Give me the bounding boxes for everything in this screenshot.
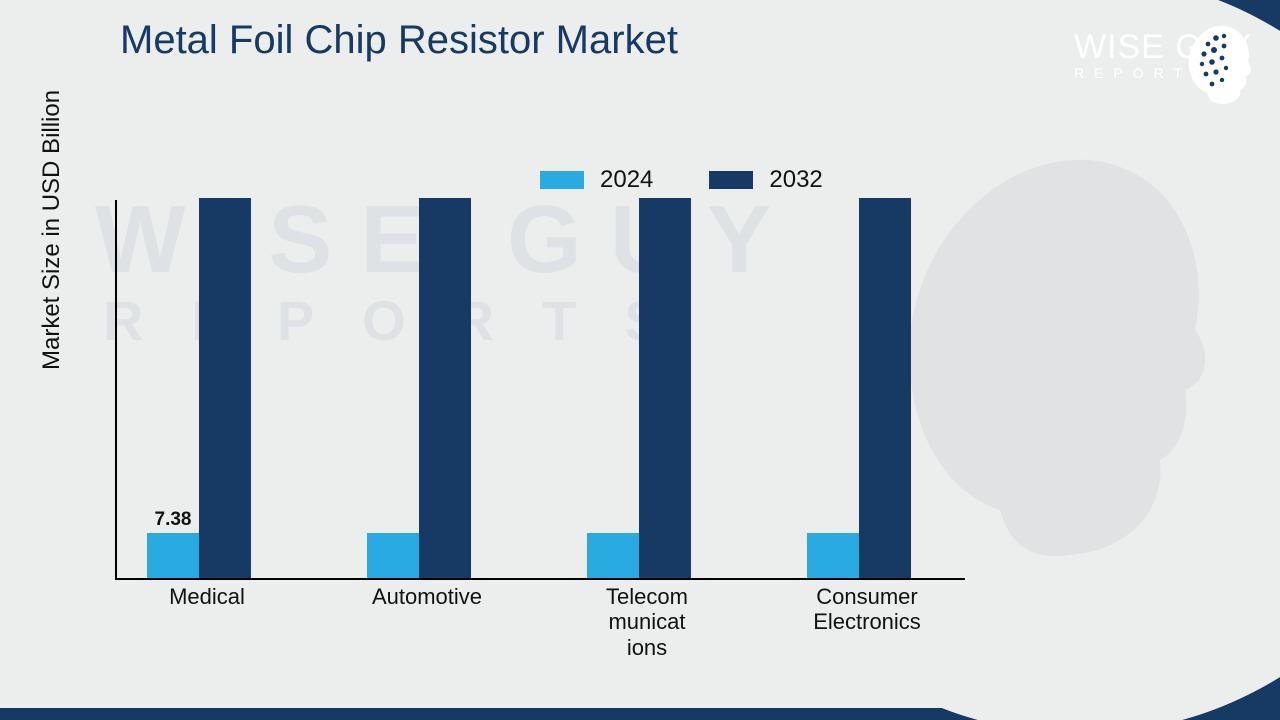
plot-area: 7.38MedicalAutomotiveTelecommunicationsC… xyxy=(115,200,965,580)
bar-2024 xyxy=(807,533,859,578)
legend: 2024 2032 xyxy=(540,166,823,194)
brand-logo: WISE GUY REPORTS xyxy=(1074,28,1252,81)
legend-item-2032: 2032 xyxy=(709,166,822,194)
category-label: Medical xyxy=(117,578,297,609)
legend-swatch-2024 xyxy=(540,171,584,189)
bar-2032 xyxy=(859,198,911,578)
category-label: Automotive xyxy=(337,578,517,609)
bar-value-label: 7.38 xyxy=(147,509,199,533)
legend-item-2024: 2024 xyxy=(540,166,653,194)
bar-2024 xyxy=(367,533,419,578)
legend-label-2032: 2032 xyxy=(769,166,822,194)
y-axis-label: Market Size in USD Billion xyxy=(38,90,66,370)
chart-canvas: WISE GUY REPORTS Metal Foil Chip Resisto… xyxy=(0,0,1280,720)
chart-title: Metal Foil Chip Resistor Market xyxy=(120,18,678,63)
category-label: Telecommunications xyxy=(557,578,737,660)
bar-2032 xyxy=(199,198,251,578)
legend-swatch-2032 xyxy=(709,171,753,189)
bar-2032 xyxy=(419,198,471,578)
brand-head-icon xyxy=(1182,24,1254,106)
legend-label-2024: 2024 xyxy=(600,166,653,194)
category-label: ConsumerElectronics xyxy=(777,578,957,635)
bar-2032 xyxy=(639,198,691,578)
bar-2024 xyxy=(587,533,639,578)
bar-2024: 7.38 xyxy=(147,533,199,578)
